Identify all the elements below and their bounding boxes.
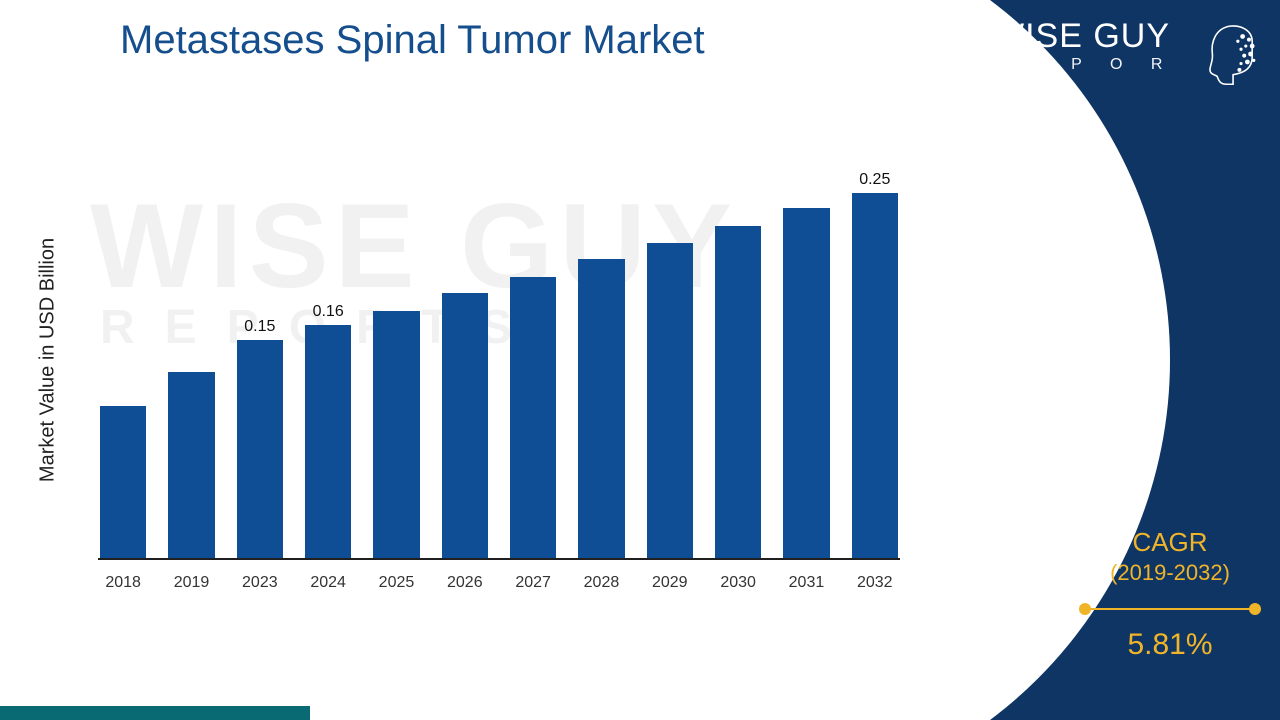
x-axis-baseline — [98, 558, 900, 560]
brand-subline: R E P O R T S — [992, 57, 1198, 89]
cagr-divider — [1085, 608, 1255, 610]
cagr-box: CAGR (2019-2032) 5.81% — [1060, 527, 1280, 662]
x-axis-labels: 2018 2019 2023 2024 2025 2026 2027 2028 2029 2030… — [98, 574, 900, 592]
page-title: Metastases Spinal Tumor Market — [120, 18, 705, 63]
bar-col — [578, 120, 624, 560]
bar — [647, 243, 693, 560]
x-tick-label: 2025 — [373, 574, 419, 592]
bar — [373, 311, 419, 560]
bar-col — [783, 120, 829, 560]
x-tick-label: 2032 — [852, 574, 898, 592]
bar-col — [510, 120, 556, 560]
cagr-label: CAGR — [1060, 527, 1280, 558]
bar-col — [647, 120, 693, 560]
bar-col — [100, 120, 146, 560]
bar: 0.15 — [237, 340, 283, 560]
bottom-accent-strip — [0, 706, 310, 720]
bar — [168, 372, 214, 560]
stage: WISE GUY REPORTS Metastases Spinal Tumor… — [0, 0, 1280, 720]
bar-col: 0.16 — [305, 120, 351, 560]
x-tick-label: 2024 — [305, 574, 351, 592]
x-tick-label: 2031 — [783, 574, 829, 592]
x-tick-label: 2030 — [715, 574, 761, 592]
x-tick-label: 2019 — [168, 574, 214, 592]
bar-value-label: 0.16 — [313, 303, 344, 321]
bar — [578, 259, 624, 560]
x-tick-label: 2026 — [442, 574, 488, 592]
bar — [100, 406, 146, 560]
bars-container: 0.15 0.16 0.25 — [98, 120, 900, 560]
x-tick-label: 2027 — [510, 574, 556, 592]
bar — [442, 293, 488, 560]
bar: 0.25 — [852, 193, 898, 560]
x-tick-label: 2018 — [100, 574, 146, 592]
bar-col — [442, 120, 488, 560]
plot-area: 0.15 0.16 0.25 — [98, 120, 900, 560]
bar-col — [373, 120, 419, 560]
bar-col — [715, 120, 761, 560]
bar-value-label: 0.25 — [859, 171, 890, 189]
chart: Market Value in USD Billion 0.15 0.16 0.25… — [40, 120, 900, 600]
bar — [510, 277, 556, 560]
bar-col: 0.15 — [237, 120, 283, 560]
bar — [715, 226, 761, 560]
x-tick-label: 2028 — [578, 574, 624, 592]
brand-text: WISE GUY R E P O R T S — [992, 19, 1198, 89]
brand-name: WISE GUY — [992, 19, 1198, 53]
bar: 0.16 — [305, 325, 351, 560]
head-icon — [1206, 14, 1262, 94]
cagr-value: 5.81% — [1060, 628, 1280, 662]
bar — [783, 208, 829, 560]
x-tick-label: 2023 — [237, 574, 283, 592]
bar-col: 0.25 — [852, 120, 898, 560]
y-axis-label: Market Value in USD Billion — [37, 238, 60, 482]
bar-value-label: 0.15 — [244, 318, 275, 336]
cagr-range: (2019-2032) — [1060, 560, 1280, 586]
x-tick-label: 2029 — [647, 574, 693, 592]
brand-logo: WISE GUY R E P O R T S — [992, 14, 1262, 94]
bar-col — [168, 120, 214, 560]
